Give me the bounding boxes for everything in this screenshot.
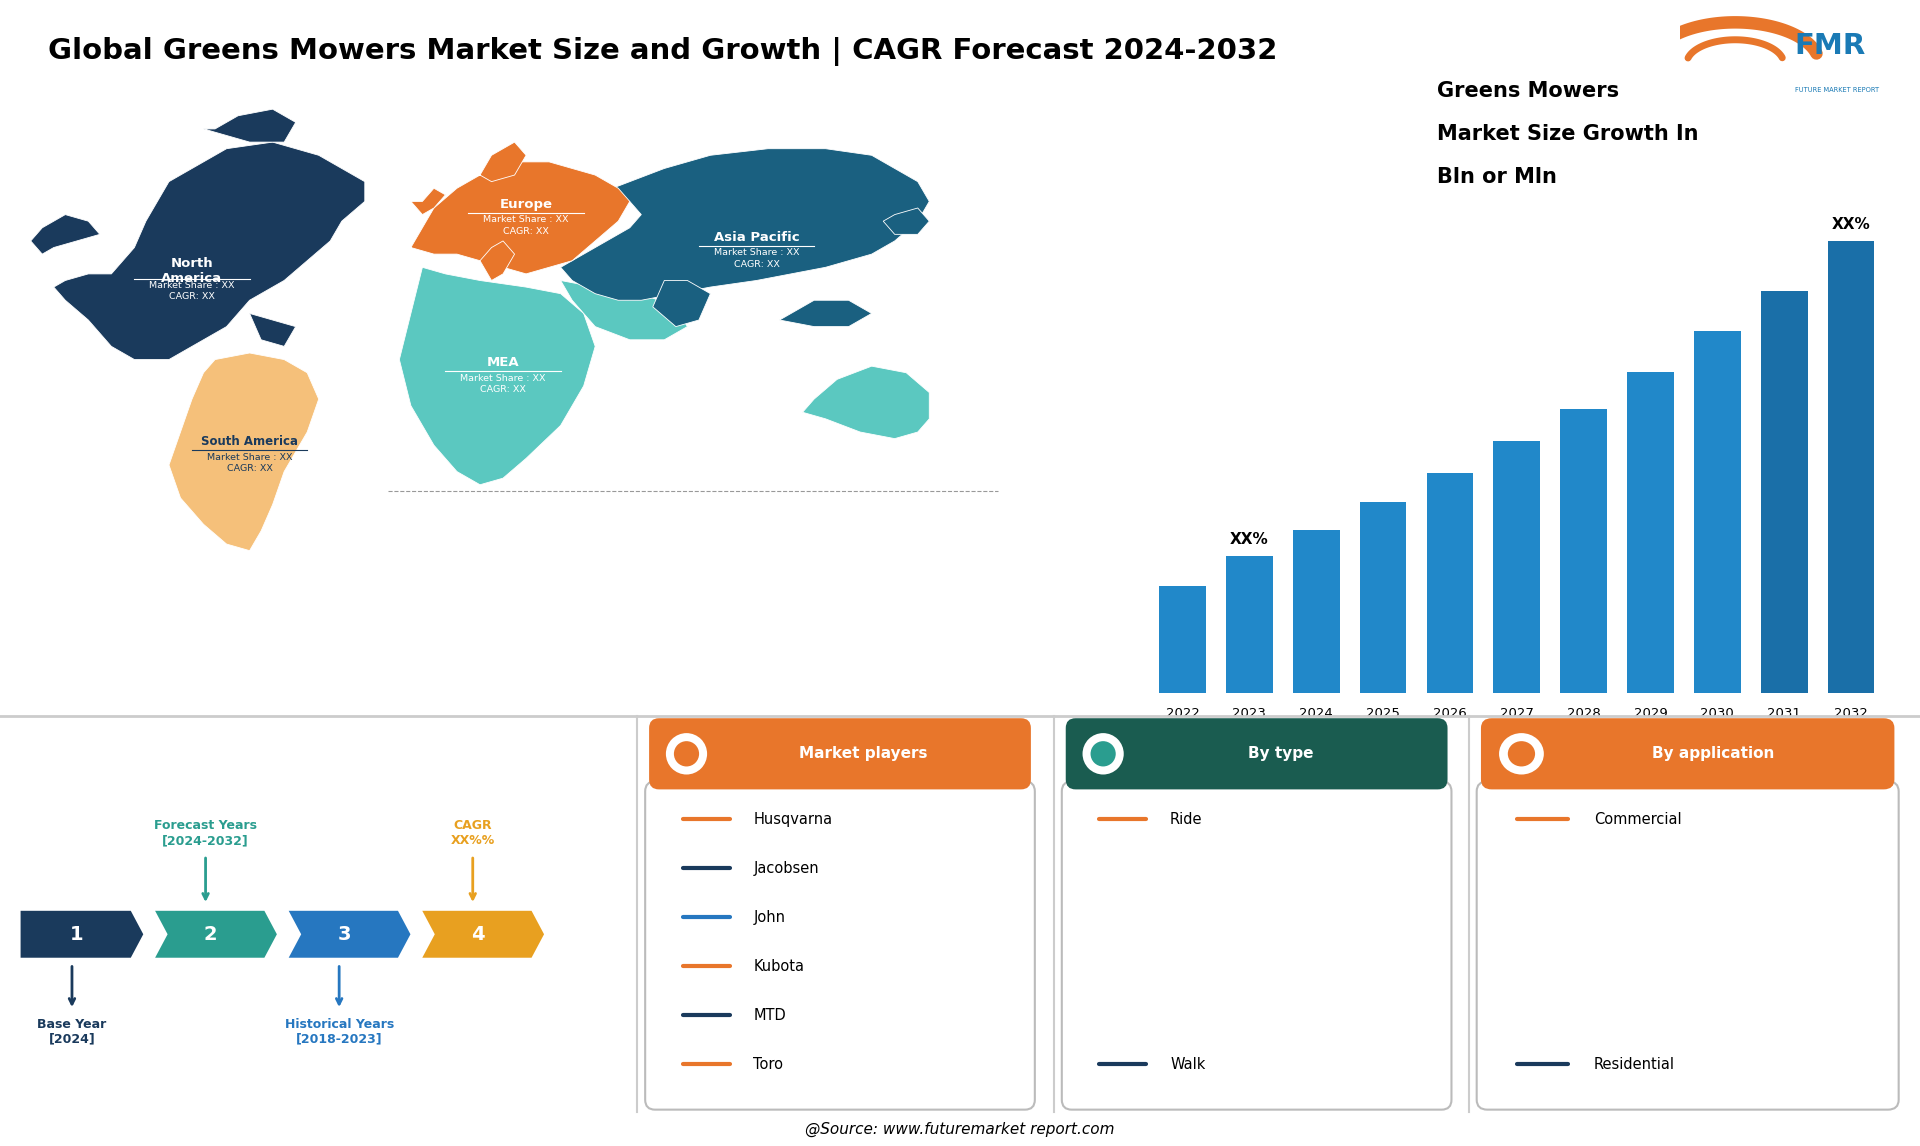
Polygon shape [154,910,278,959]
Text: South America: South America [202,435,298,448]
Text: Market Share : XX: Market Share : XX [150,281,234,290]
Circle shape [1498,732,1546,776]
Text: CAGR: XX: CAGR: XX [733,259,780,268]
Text: Market players: Market players [799,746,927,761]
Text: CAGR: XX: CAGR: XX [169,292,215,301]
Text: Jacobsen: Jacobsen [753,861,820,876]
Bar [1828,241,1874,693]
FancyBboxPatch shape [649,719,1031,790]
Text: Market Size Growth In: Market Size Growth In [1436,124,1697,144]
Text: 2022: 2022 [1165,707,1200,721]
Bar [1561,409,1607,693]
Polygon shape [31,214,100,254]
FancyBboxPatch shape [1476,782,1899,1109]
Text: Market Share : XX: Market Share : XX [484,215,568,225]
Polygon shape [561,281,687,339]
Polygon shape [653,281,710,327]
Text: 2028: 2028 [1567,707,1601,721]
Bar [1160,586,1206,693]
Text: Bln or Mln: Bln or Mln [1436,167,1557,187]
Text: Commercial: Commercial [1594,811,1682,826]
Polygon shape [54,142,365,360]
FancyBboxPatch shape [645,782,1035,1109]
Text: Market Share : XX: Market Share : XX [461,374,545,383]
Bar [1494,441,1540,693]
Text: Asia Pacific: Asia Pacific [714,231,799,244]
Circle shape [674,741,699,767]
FancyBboxPatch shape [1066,719,1448,790]
Text: Residential: Residential [1594,1057,1674,1072]
Polygon shape [399,162,630,274]
Polygon shape [250,313,296,346]
Text: Forecast Years
[2024-2032]: Forecast Years [2024-2032] [154,819,257,847]
Text: MTD: MTD [753,1007,785,1022]
Text: Historical Years
[2018-2023]: Historical Years [2018-2023] [284,1018,394,1046]
FancyBboxPatch shape [1480,719,1895,790]
Circle shape [1507,741,1536,767]
Text: 2025: 2025 [1367,707,1400,721]
Text: By application: By application [1651,746,1774,761]
Text: CAGR
XX%%: CAGR XX%% [451,819,495,847]
Text: 1: 1 [71,925,84,944]
Text: 2032: 2032 [1834,707,1868,721]
Text: Walk: Walk [1169,1057,1206,1072]
Text: 3: 3 [338,925,351,944]
Bar [1626,371,1674,693]
Polygon shape [883,207,929,234]
Text: Greens Mowers: Greens Mowers [1436,81,1619,101]
Circle shape [1091,741,1116,767]
Text: XX%: XX% [1231,533,1269,548]
Text: John: John [753,910,785,925]
Text: CAGR: XX: CAGR: XX [503,227,549,236]
Text: Market Share : XX: Market Share : XX [207,453,292,462]
Text: Husqvarna: Husqvarna [753,811,833,826]
Text: XX%: XX% [1832,217,1870,233]
Text: Market Share : XX: Market Share : XX [714,249,799,258]
Bar [1227,556,1273,693]
Bar [1427,473,1473,693]
Polygon shape [399,267,595,485]
Text: 2026: 2026 [1432,707,1467,721]
Polygon shape [480,241,515,281]
Text: 2029: 2029 [1634,707,1667,721]
Polygon shape [286,910,413,959]
Text: Base Year
[2024]: Base Year [2024] [36,1018,108,1046]
Text: North
America: North America [161,257,223,284]
Polygon shape [411,188,445,214]
Text: 2031: 2031 [1766,707,1801,721]
Polygon shape [561,149,929,300]
Polygon shape [468,142,526,181]
Text: By type: By type [1248,746,1313,761]
Bar [1292,531,1340,693]
Text: Toro: Toro [753,1057,783,1072]
Bar [1359,502,1407,693]
Text: CAGR: XX: CAGR: XX [480,385,526,394]
Text: 2030: 2030 [1701,707,1734,721]
Text: 2: 2 [204,925,217,944]
Polygon shape [19,910,144,959]
Text: Ride: Ride [1169,811,1202,826]
Text: CAGR: XX: CAGR: XX [227,464,273,473]
Text: 2027: 2027 [1500,707,1534,721]
Circle shape [664,732,708,776]
Text: FUTURE MARKET REPORT: FUTURE MARKET REPORT [1795,87,1880,93]
Bar [1761,291,1807,693]
Polygon shape [204,109,296,142]
Text: Europe: Europe [499,198,553,211]
Polygon shape [169,353,319,551]
Text: 2024: 2024 [1300,707,1332,721]
Bar [1693,331,1741,693]
Polygon shape [803,366,929,439]
Text: 4: 4 [470,925,484,944]
Circle shape [1081,732,1125,776]
Polygon shape [420,910,545,959]
Text: Global Greens Mowers Market Size and Growth | CAGR Forecast 2024-2032: Global Greens Mowers Market Size and Gro… [48,37,1277,65]
FancyBboxPatch shape [1062,782,1452,1109]
Text: @Source: www.futuremarket report.com: @Source: www.futuremarket report.com [804,1122,1116,1137]
Text: FMR: FMR [1795,32,1866,61]
Text: Kubota: Kubota [753,958,804,974]
Text: MEA: MEA [488,356,518,369]
Polygon shape [780,300,872,327]
Text: 2023: 2023 [1233,707,1267,721]
